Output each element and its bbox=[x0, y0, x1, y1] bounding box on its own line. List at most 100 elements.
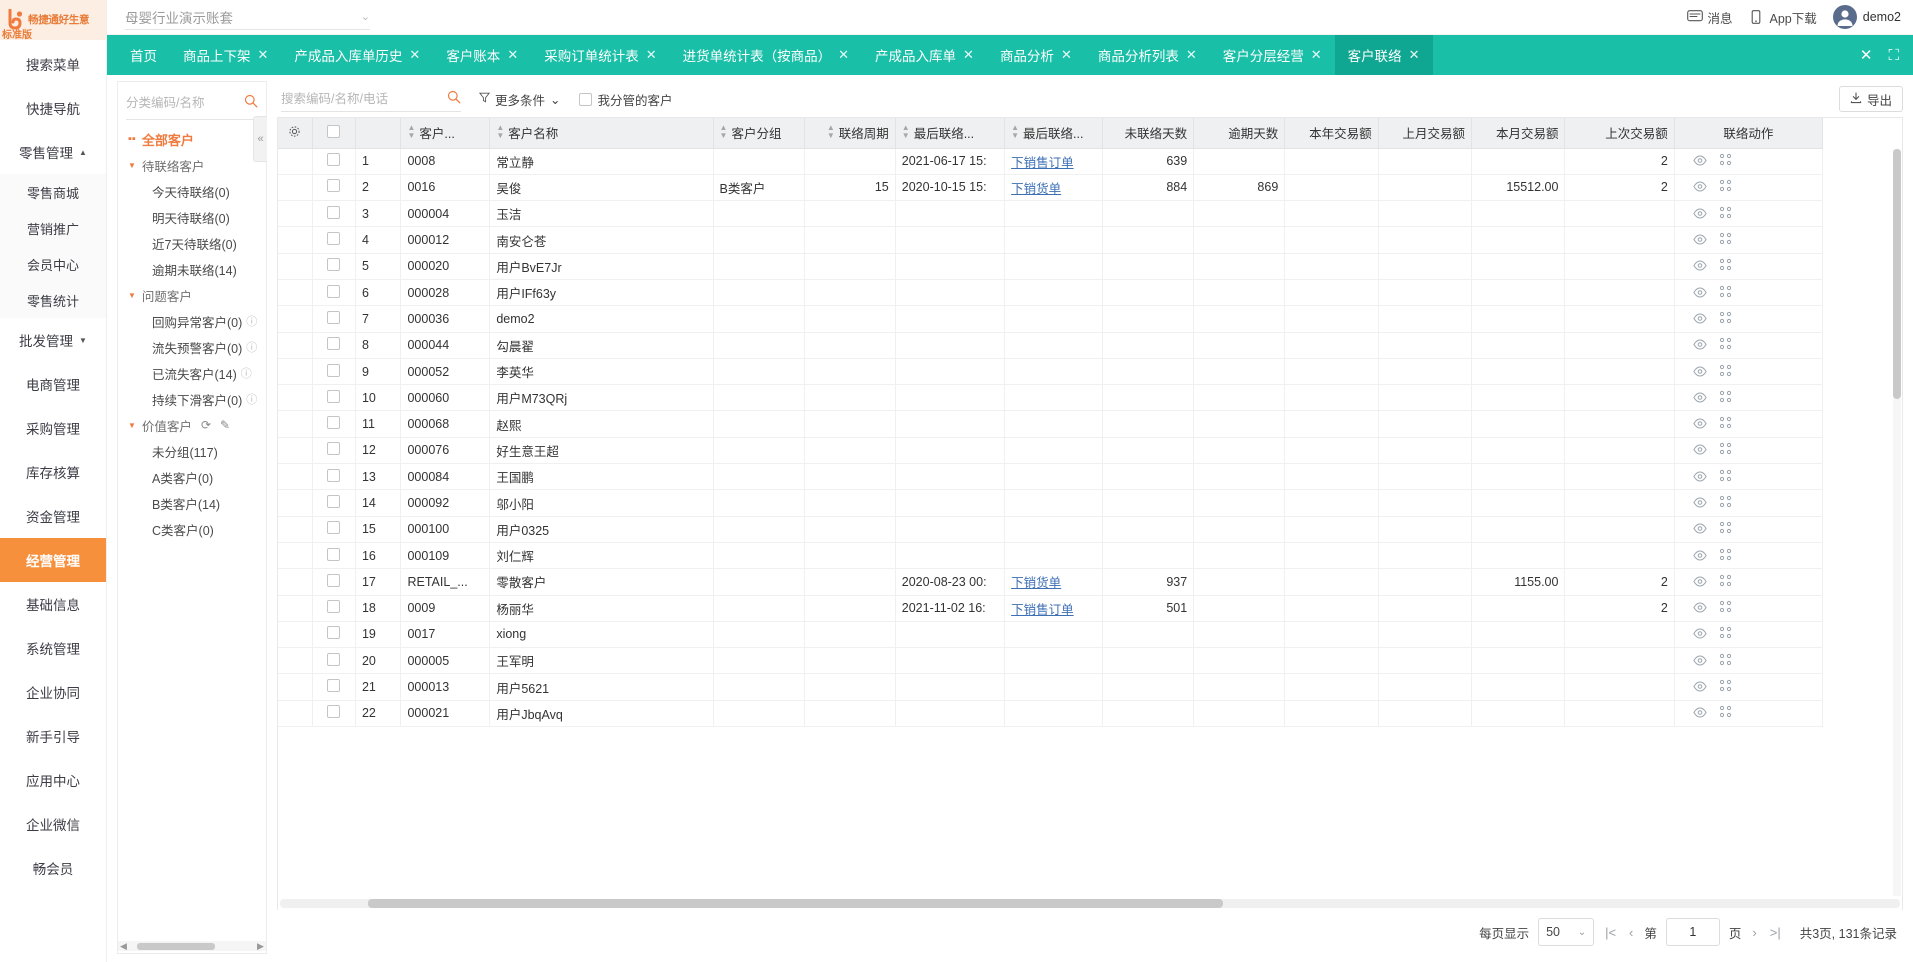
table-row[interactable]: 6 000028 用户IFf63y bbox=[278, 279, 1824, 307]
close-icon[interactable]: ✕ bbox=[409, 47, 421, 62]
link-icon[interactable] bbox=[1719, 627, 1732, 642]
eye-icon[interactable] bbox=[1693, 522, 1707, 537]
sidebar-item-retail-stats[interactable]: 零售统计 bbox=[0, 282, 106, 318]
link-icon[interactable] bbox=[1719, 390, 1732, 406]
table-row[interactable]: 21 000013 用户5621 bbox=[278, 673, 1824, 701]
sidebar-item-marketing[interactable]: 营销推广 bbox=[0, 210, 106, 246]
eye-icon[interactable] bbox=[1693, 338, 1707, 353]
tree-item-ungrouped[interactable]: 未分组(117) bbox=[118, 438, 266, 464]
cell-contact-action[interactable] bbox=[1674, 542, 1824, 570]
eye-icon[interactable] bbox=[1693, 575, 1707, 590]
row-checkbox[interactable] bbox=[327, 495, 341, 508]
row-select-cell[interactable] bbox=[312, 358, 356, 386]
tab-customer-tier-ops[interactable]: 客户分层经营 ✕ bbox=[1210, 35, 1335, 75]
table-row[interactable]: 20 000005 王军明 bbox=[278, 647, 1824, 675]
user-menu[interactable]: demo2 bbox=[1832, 5, 1901, 29]
header-customer-code[interactable]: ▲ ▼ 客户... bbox=[400, 118, 491, 149]
row-select-cell[interactable] bbox=[312, 489, 356, 517]
page-size-select[interactable]: 50 ⌄ bbox=[1538, 918, 1595, 946]
row-select-cell[interactable] bbox=[312, 463, 356, 491]
tree-item-today-pending[interactable]: 今天待联络(0) bbox=[118, 178, 266, 204]
row-select-cell[interactable] bbox=[312, 595, 356, 622]
link-icon[interactable] bbox=[1719, 154, 1732, 169]
link-icon[interactable] bbox=[1719, 495, 1732, 511]
table-row[interactable]: 13 000084 王国鹏 bbox=[278, 463, 1824, 491]
tree-item-tomorrow-pending[interactable]: 明天待联络(0) bbox=[118, 204, 266, 230]
row-select-cell[interactable] bbox=[312, 647, 356, 675]
sort-icon[interactable]: ▲ ▼ bbox=[719, 123, 728, 141]
table-row[interactable]: 15 000100 用户0325 bbox=[278, 516, 1824, 543]
close-icon[interactable]: ✕ bbox=[645, 47, 657, 62]
row-select-cell[interactable] bbox=[312, 516, 356, 543]
cell-contact-action[interactable] bbox=[1674, 595, 1824, 622]
table-row[interactable]: 7 000036 demo2 bbox=[278, 305, 1824, 333]
row-checkbox[interactable] bbox=[327, 547, 341, 561]
close-icon[interactable]: ✕ bbox=[838, 47, 850, 62]
close-icon[interactable]: ✕ bbox=[1408, 47, 1420, 62]
tree-group-pending-contact[interactable]: ▼ 待联络客户 bbox=[118, 152, 266, 178]
header-last-contact-time[interactable]: ▲ ▼ 最后联络... bbox=[895, 118, 1006, 149]
eye-icon[interactable] bbox=[1693, 180, 1707, 195]
row-select-cell[interactable] bbox=[312, 700, 356, 728]
link-icon[interactable] bbox=[1719, 679, 1732, 695]
sidebar-item-ecommerce-mgmt[interactable]: 电商管理 bbox=[0, 362, 106, 406]
close-icon[interactable]: ✕ bbox=[963, 47, 974, 62]
column-settings-header[interactable] bbox=[278, 118, 313, 149]
eye-icon[interactable] bbox=[1693, 365, 1707, 380]
eye-icon[interactable] bbox=[1693, 233, 1707, 248]
cell-contact-action[interactable] bbox=[1674, 332, 1824, 359]
tab-customer-ledger[interactable]: 客户账本 ✕ bbox=[433, 35, 531, 75]
table-row[interactable]: 2 0016 吴俊 B类客户 15 2020-10-15 15: 下销货单 884 869 155… bbox=[278, 174, 1824, 202]
select-all-header[interactable] bbox=[312, 118, 356, 149]
eye-icon[interactable] bbox=[1693, 391, 1707, 406]
eye-icon[interactable] bbox=[1693, 654, 1707, 669]
cell-contact-action[interactable] bbox=[1674, 279, 1824, 307]
link-icon[interactable] bbox=[1719, 311, 1732, 327]
link-icon[interactable] bbox=[1719, 522, 1732, 537]
last-contact-action-link[interactable]: 下销售订单 bbox=[1011, 155, 1074, 170]
link-icon[interactable] bbox=[1719, 364, 1732, 380]
search-icon[interactable] bbox=[447, 90, 461, 107]
eye-icon[interactable] bbox=[1693, 470, 1707, 485]
tab-purchase-order-stats[interactable]: 采购订单统计表 ✕ bbox=[531, 35, 669, 75]
row-checkbox[interactable] bbox=[327, 284, 341, 298]
row-checkbox[interactable] bbox=[327, 652, 341, 666]
header-customer-group[interactable]: ▲ ▼ 客户分组 bbox=[713, 118, 805, 149]
tree-item-all-customers[interactable]: ▪▪ 全部客户 bbox=[118, 126, 266, 152]
last-contact-action-link[interactable]: 下销货单 bbox=[1011, 576, 1062, 591]
cell-contact-action[interactable] bbox=[1674, 410, 1824, 438]
sort-icon[interactable]: ▲ ▼ bbox=[1011, 123, 1020, 141]
row-checkbox[interactable] bbox=[327, 363, 341, 377]
link-icon[interactable] bbox=[1719, 180, 1732, 195]
row-checkbox[interactable] bbox=[327, 705, 341, 719]
link-icon[interactable] bbox=[1719, 259, 1732, 274]
checkbox-box[interactable] bbox=[578, 92, 592, 106]
sidebar-item-inventory-accounting[interactable]: 库存核算 bbox=[0, 450, 106, 494]
tab-customer-contact[interactable]: 客户联络 ✕ bbox=[1334, 35, 1433, 75]
eye-icon[interactable] bbox=[1693, 601, 1707, 616]
link-icon[interactable] bbox=[1719, 601, 1732, 616]
help-icon[interactable]: ⓘ bbox=[240, 368, 252, 380]
table-row[interactable]: 4 000012 南安仑苍 bbox=[278, 226, 1824, 254]
tree-item-repurchase-abnormal[interactable]: 回购异常客户(0) ⓘ bbox=[118, 308, 266, 334]
tree-horizontal-scrollbar[interactable]: ◀ ▶ bbox=[118, 941, 266, 951]
row-select-cell[interactable] bbox=[312, 384, 356, 412]
eye-icon[interactable] bbox=[1693, 154, 1707, 169]
row-checkbox[interactable] bbox=[327, 626, 341, 640]
scroll-thumb[interactable] bbox=[137, 942, 215, 950]
row-checkbox[interactable] bbox=[327, 258, 341, 272]
header-last-trade-amount[interactable]: 上次交易额 bbox=[1564, 118, 1675, 149]
row-select-cell[interactable] bbox=[312, 148, 356, 175]
row-checkbox[interactable] bbox=[327, 521, 341, 535]
first-page-button[interactable]: |< bbox=[1605, 924, 1617, 940]
tree-search-input[interactable] bbox=[126, 95, 231, 110]
sidebar-item-retail-mgmt[interactable]: 零售管理 ▲ bbox=[0, 130, 106, 174]
more-conditions-button[interactable]: 更多条件 ⌄ bbox=[478, 90, 561, 109]
sidebar-item-chang-member[interactable]: 畅会员 bbox=[0, 846, 106, 890]
account-selector[interactable]: 母婴行业演示账套 ⌄ bbox=[125, 4, 370, 30]
sidebar-item-quick-nav[interactable]: 快捷导航 bbox=[0, 86, 106, 130]
link-icon[interactable] bbox=[1719, 469, 1732, 485]
sidebar-item-basic-info[interactable]: 基础信息 bbox=[0, 582, 106, 626]
table-row[interactable]: 16 000109 刘仁辉 bbox=[278, 542, 1824, 570]
link-icon[interactable] bbox=[1719, 232, 1732, 248]
